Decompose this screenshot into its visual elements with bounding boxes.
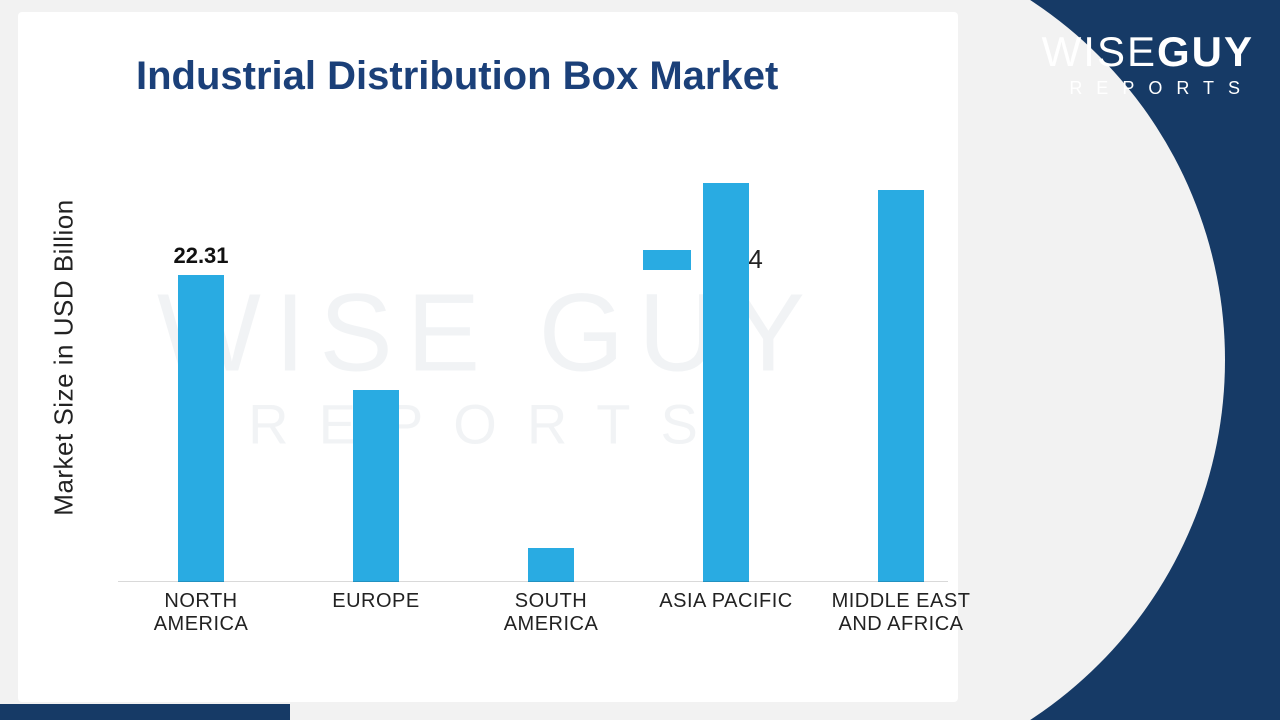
stage: WISEGUY REPORTS Industrial Distribution …: [0, 0, 1280, 720]
bar-south-america: [528, 548, 574, 582]
bar-value-north-america: 22.31: [173, 243, 228, 269]
bar-asia-pacific: [703, 183, 749, 582]
brand-word-wise: WISE: [1042, 28, 1157, 75]
xtick-south-america: SOUTH AMERICA: [476, 582, 626, 636]
bar-north-america: [178, 275, 224, 582]
side-notch: [960, 0, 1225, 720]
chart-title: Industrial Distribution Box Market: [136, 54, 778, 99]
bar-europe: [353, 390, 399, 583]
bottom-strip: [0, 704, 290, 720]
xtick-north-america: NORTH AMERICA: [126, 582, 276, 636]
brand-word-guy: GUY: [1157, 28, 1254, 75]
xtick-europe: EUROPE: [301, 582, 451, 613]
xtick-asia-pacific: ASIA PACIFIC: [651, 582, 801, 613]
side-band: WISEGUY REPORTS: [960, 0, 1280, 720]
plot-card: Industrial Distribution Box Market Marke…: [18, 12, 958, 702]
brand-line1: WISEGUY: [1042, 28, 1254, 76]
x-axis-line: [118, 581, 948, 582]
chart-area: 2024 22.31 NORTH AMERICA EUROPE SOUTH AM…: [118, 142, 948, 582]
brand-logo: WISEGUY REPORTS: [1042, 28, 1254, 99]
y-axis-label: Market Size in USD Billion: [49, 199, 80, 515]
brand-line2: REPORTS: [1042, 78, 1254, 99]
ylabel-wrap: Market Size in USD Billion: [44, 12, 84, 702]
xtick-meea: MIDDLE EAST AND AFRICA: [826, 582, 976, 636]
bar-meea: [878, 190, 924, 582]
legend-swatch: [643, 250, 691, 270]
